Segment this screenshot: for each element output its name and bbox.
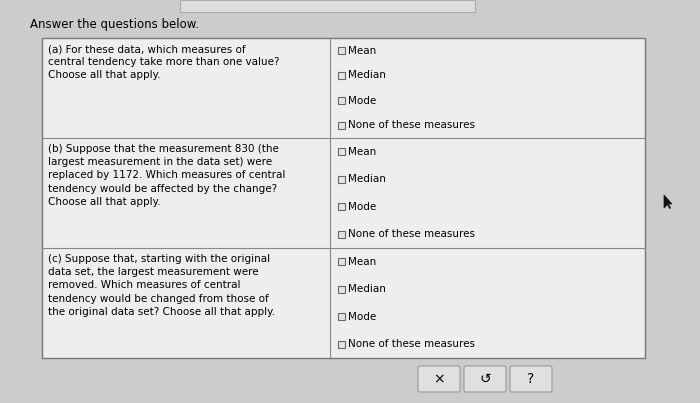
Bar xyxy=(338,313,345,320)
Text: Median: Median xyxy=(348,284,386,294)
Bar xyxy=(338,47,345,54)
Text: None of these measures: None of these measures xyxy=(348,120,475,131)
Text: Mean: Mean xyxy=(348,147,377,157)
Bar xyxy=(42,38,645,358)
Text: Mean: Mean xyxy=(348,257,377,267)
Bar xyxy=(338,72,345,79)
Text: ↺: ↺ xyxy=(480,372,491,386)
Bar xyxy=(338,341,345,348)
Bar xyxy=(338,258,345,265)
Bar xyxy=(338,122,345,129)
Bar xyxy=(338,148,345,155)
FancyBboxPatch shape xyxy=(464,366,506,392)
FancyBboxPatch shape xyxy=(418,366,460,392)
Text: Mode: Mode xyxy=(348,96,377,106)
Bar xyxy=(338,203,345,210)
Text: (a) For these data, which measures of
central tendency take more than one value?: (a) For these data, which measures of ce… xyxy=(48,44,279,81)
Text: Mode: Mode xyxy=(348,312,377,322)
Bar xyxy=(338,286,345,293)
Text: ×: × xyxy=(433,372,444,386)
Text: ?: ? xyxy=(527,372,535,386)
Text: Answer the questions below.: Answer the questions below. xyxy=(30,18,199,31)
Text: Mean: Mean xyxy=(348,46,377,56)
Text: Mode: Mode xyxy=(348,202,377,212)
Text: (b) Suppose that the measurement 830 (the
largest measurement in the data set) w: (b) Suppose that the measurement 830 (th… xyxy=(48,144,286,207)
Text: Median: Median xyxy=(348,71,386,81)
Text: (c) Suppose that, starting with the original
data set, the largest measurement w: (c) Suppose that, starting with the orig… xyxy=(48,254,275,317)
Bar xyxy=(180,0,475,12)
Text: Median: Median xyxy=(348,174,386,184)
Text: None of these measures: None of these measures xyxy=(348,339,475,349)
Polygon shape xyxy=(664,195,672,208)
Bar xyxy=(338,231,345,238)
FancyBboxPatch shape xyxy=(510,366,552,392)
Bar xyxy=(338,176,345,183)
Text: None of these measures: None of these measures xyxy=(348,229,475,239)
Bar xyxy=(338,97,345,104)
